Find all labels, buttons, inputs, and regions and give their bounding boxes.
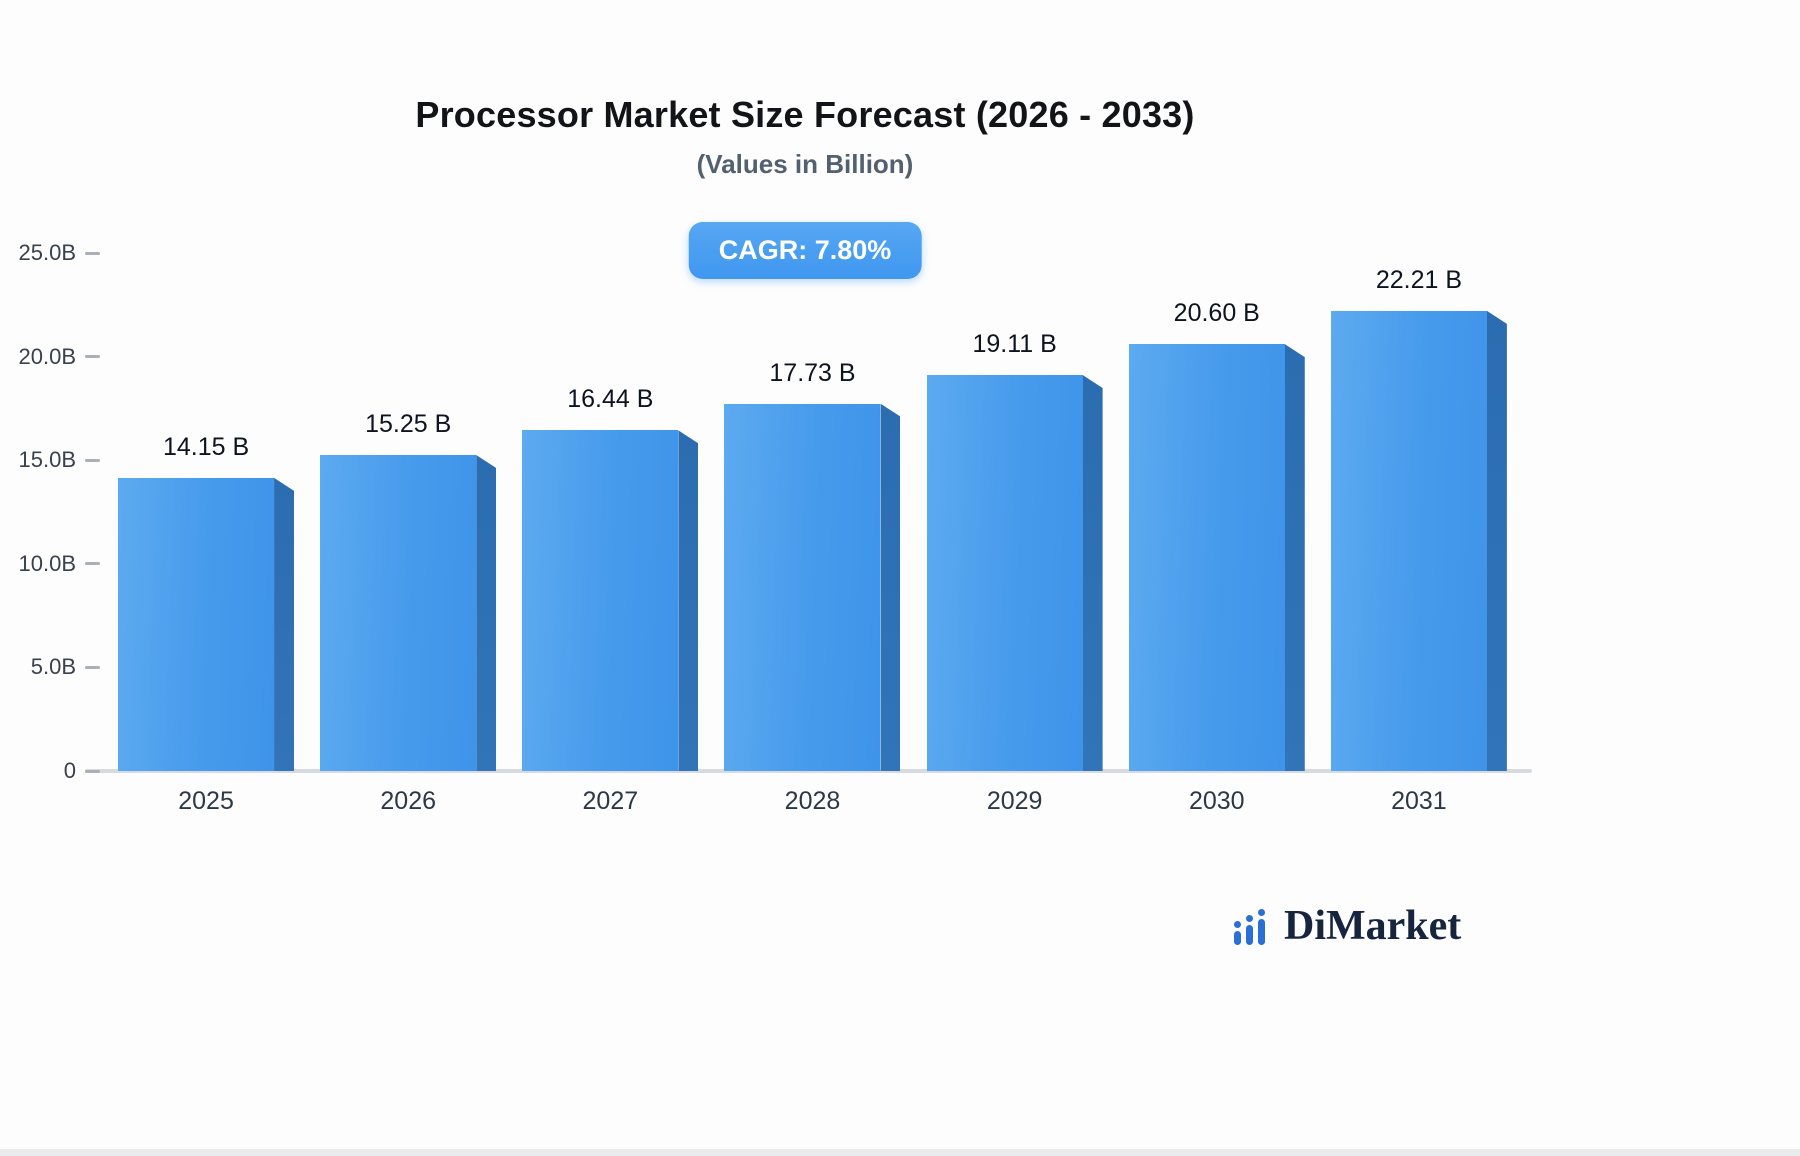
y-tick-mark xyxy=(85,665,100,669)
dimarket-logo-icon xyxy=(1234,909,1265,945)
bar-slot: 16.44 B 2027 xyxy=(509,253,711,815)
x-axis-label: 2026 xyxy=(380,787,437,815)
y-tick: 20.0B xyxy=(18,343,100,370)
bar-value-label: 19.11 B xyxy=(972,330,1057,359)
bar-2025 xyxy=(118,477,295,771)
chart-subtitle: (Values in Billion) xyxy=(696,149,914,179)
y-tick: 10.0B xyxy=(18,550,100,577)
bar-front-face xyxy=(522,430,679,771)
x-axis-label: 2025 xyxy=(178,787,234,815)
bar-2030 xyxy=(1128,344,1305,771)
dimarket-logo: DiMarket xyxy=(1228,903,1461,947)
chart-title: Processor Market Size Forecast (2026 - 2… xyxy=(415,94,1195,135)
bar-front-face xyxy=(926,375,1083,771)
y-axis-label: 15.0B xyxy=(18,447,77,473)
y-tick: 5.0B xyxy=(31,654,100,680)
bar-slot: 17.73 B 2028 xyxy=(711,253,913,815)
bottom-edge xyxy=(0,1149,1800,1156)
y-tick-mark xyxy=(85,458,100,462)
bar-value-label: 16.44 B xyxy=(567,385,654,414)
bar-value-label: 22.21 B xyxy=(1375,265,1462,294)
bar-side-face xyxy=(1486,310,1507,771)
x-axis-label: 2029 xyxy=(986,787,1043,815)
bar-front-face xyxy=(1128,344,1285,771)
bar-front-face xyxy=(320,455,477,771)
x-axis-label: 2028 xyxy=(784,787,841,815)
bar-slot: 15.25 B 2026 xyxy=(307,253,509,815)
bar-slot: 22.21 B 2031 xyxy=(1318,253,1520,815)
bar-side-face xyxy=(1082,375,1103,771)
bar-side-face xyxy=(274,477,295,771)
y-tick: 0 xyxy=(64,758,100,784)
bar-value-label: 20.60 B xyxy=(1173,299,1260,328)
y-tick-mark xyxy=(85,562,100,566)
y-tick-mark xyxy=(85,769,100,773)
bar-front-face xyxy=(724,403,881,771)
y-tick-mark xyxy=(85,251,100,255)
bar-slot: 20.60 B 2030 xyxy=(1116,253,1318,815)
bar-2026 xyxy=(320,455,497,771)
bar-2027 xyxy=(522,430,699,771)
x-axis-line xyxy=(85,769,1532,773)
bar-side-face xyxy=(678,430,699,771)
y-tick: 25.0B xyxy=(18,240,100,266)
dimarket-logo-text: DiMarket xyxy=(1284,903,1462,949)
bar-slot: 14.15 B 2025 xyxy=(105,253,307,815)
y-axis-label: 5.0B xyxy=(30,654,76,680)
bar-front-face xyxy=(118,477,275,771)
bar-value-label: 15.25 B xyxy=(365,410,452,439)
cagr-badge: CAGR: 7.80% xyxy=(688,222,922,279)
y-axis-label: 20.0B xyxy=(18,343,77,369)
x-axis-label: 2027 xyxy=(582,787,639,815)
bar-2031 xyxy=(1330,310,1507,771)
bar-side-face xyxy=(1284,344,1305,771)
plot-area: 14.15 B 2025 15.25 B 2026 16.44 B 2027 17.73 B… xyxy=(105,253,1520,815)
y-axis-label: 10.0B xyxy=(18,550,77,576)
bar-side-face xyxy=(880,403,901,771)
bar-value-label: 17.73 B xyxy=(769,358,856,387)
y-axis: 0 5.0B 10.0B 15.0B 20.0B 25.0B xyxy=(0,240,100,783)
y-tick-mark xyxy=(85,355,100,359)
bar-slot: 19.11 B 2029 xyxy=(914,253,1116,815)
bar-side-face xyxy=(476,455,497,771)
y-tick: 15.0B xyxy=(18,447,100,473)
bar-front-face xyxy=(1330,310,1487,771)
x-axis-label: 2030 xyxy=(1188,787,1245,815)
y-axis-label: 25.0B xyxy=(18,240,77,265)
x-axis-label: 2031 xyxy=(1391,787,1447,815)
bar-2028 xyxy=(724,403,901,771)
y-axis-label: 0 xyxy=(63,758,76,783)
bar-2029 xyxy=(926,375,1103,771)
bar-value-label: 14.15 B xyxy=(162,432,250,461)
